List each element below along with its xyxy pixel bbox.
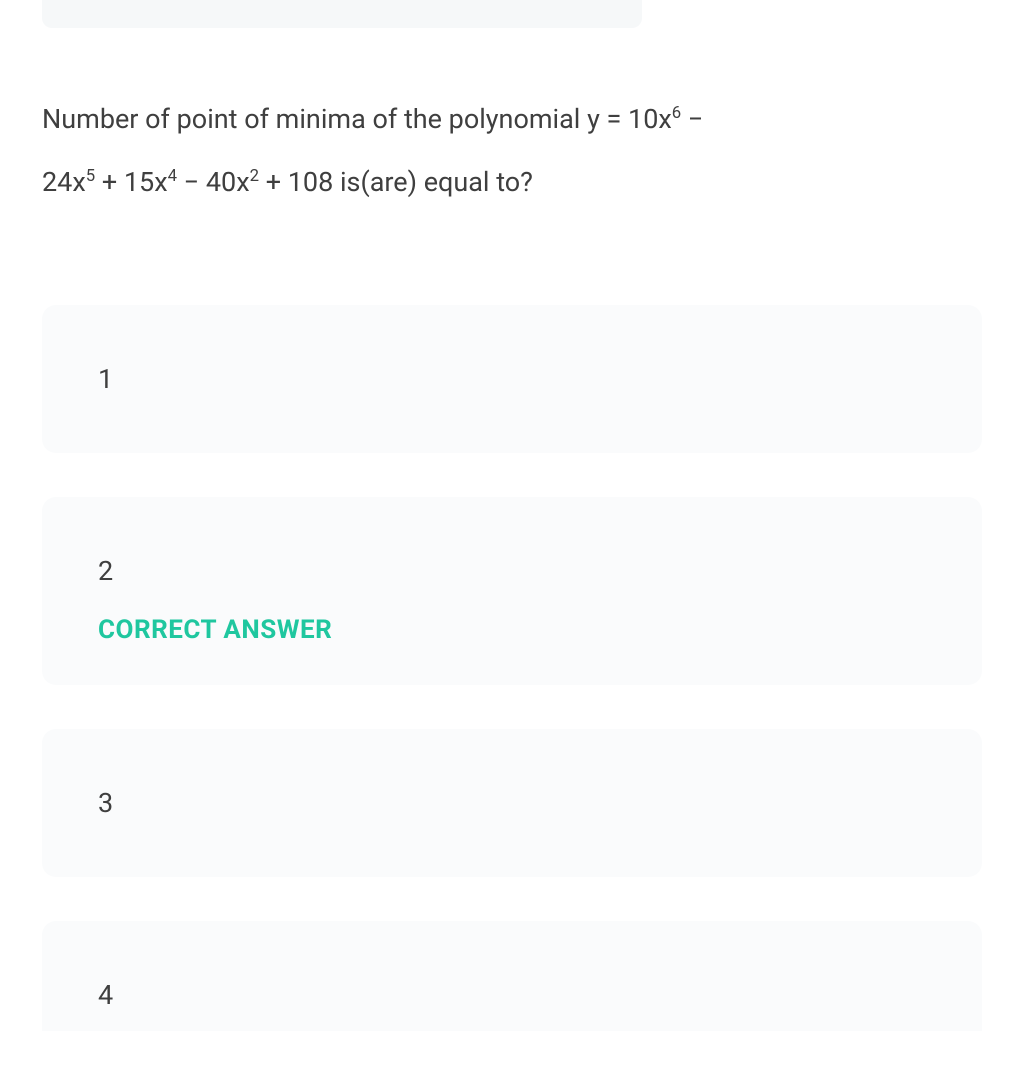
option-3[interactable]: 3 bbox=[42, 729, 982, 877]
question-sup-5: 5 bbox=[86, 166, 95, 186]
question-sup-6: 6 bbox=[672, 103, 681, 123]
question-sup-2: 2 bbox=[250, 166, 259, 186]
option-value: 4 bbox=[98, 979, 926, 1011]
question-sup-4: 4 bbox=[168, 166, 177, 186]
correct-answer-label: CORRECT ANSWER bbox=[98, 615, 926, 645]
question-line1-pre: Number of point of minima of the polynom… bbox=[42, 103, 672, 135]
option-value: 3 bbox=[98, 787, 926, 819]
top-tag-stub bbox=[42, 0, 642, 28]
option-value: 2 bbox=[98, 555, 926, 587]
question-line1-post: − bbox=[681, 103, 703, 135]
option-2[interactable]: 2 CORRECT ANSWER bbox=[42, 497, 982, 685]
question-line2-a: 24x bbox=[42, 166, 86, 198]
question-line2-b: + 15x bbox=[95, 166, 167, 198]
question-line2-d: + 108 is(are) equal to? bbox=[259, 166, 533, 198]
question-text: Number of point of minima of the polynom… bbox=[42, 88, 982, 215]
option-1[interactable]: 1 bbox=[42, 305, 982, 453]
page-container: Number of point of minima of the polynom… bbox=[0, 0, 1024, 1061]
option-value: 1 bbox=[98, 363, 926, 395]
options-list: 1 2 CORRECT ANSWER 3 4 bbox=[42, 305, 982, 1031]
question-line2-c: − 40x bbox=[177, 166, 250, 198]
option-4[interactable]: 4 bbox=[42, 921, 982, 1031]
